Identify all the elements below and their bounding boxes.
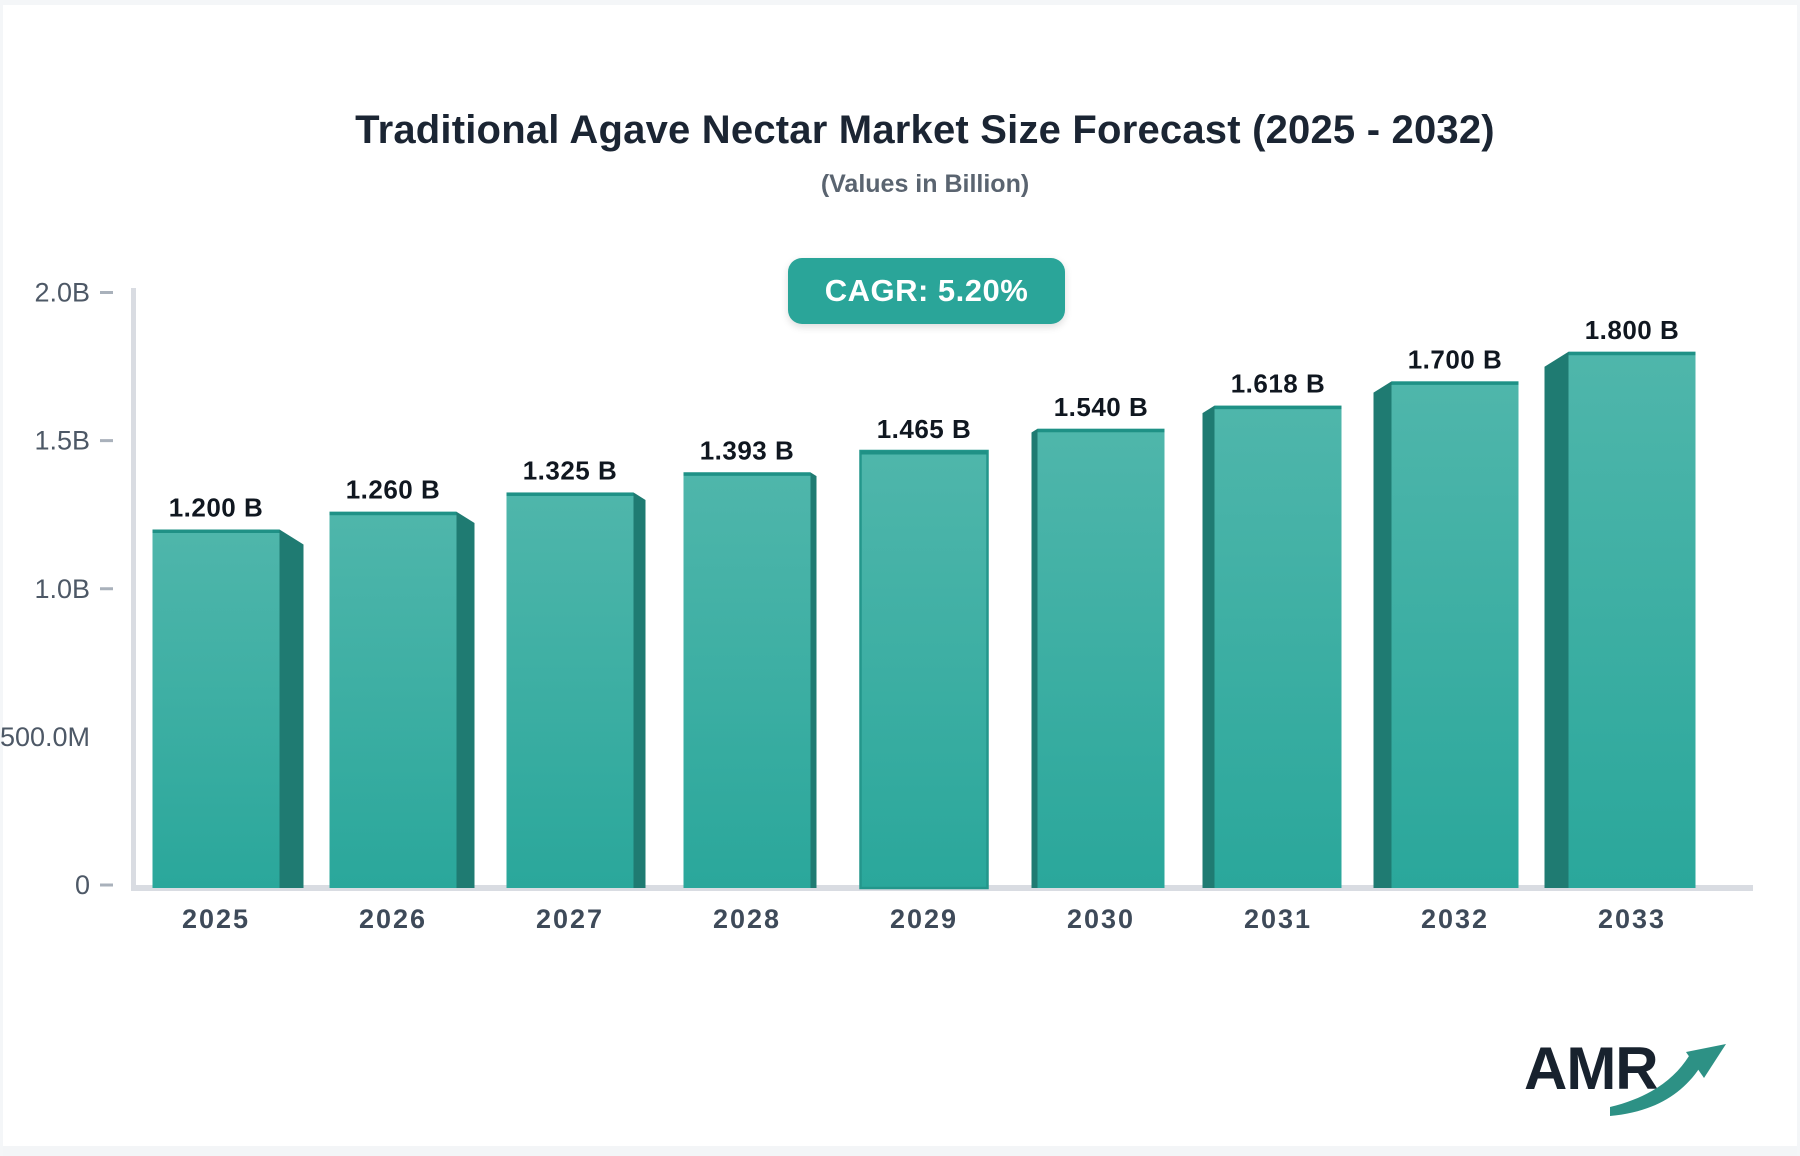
- bar-side-face: [1202, 405, 1215, 888]
- x-axis-category-label: 2033: [1598, 904, 1666, 934]
- page-border-right: [1797, 0, 1800, 1156]
- y-axis-tick: [100, 291, 113, 294]
- bar-top-edge: [860, 450, 988, 455]
- bar-side-face: [1544, 351, 1569, 888]
- bar-2027: 1.325 B: [506, 455, 646, 888]
- x-axis-category-label: 2032: [1421, 904, 1489, 934]
- y-axis-tick-label: 1.5B: [34, 426, 90, 456]
- x-axis-category-label: 2030: [1067, 904, 1135, 934]
- page-border-bottom: [0, 1146, 1800, 1156]
- page-border-left: [0, 0, 3, 1156]
- bar-top-edge: [683, 472, 811, 476]
- bar-top-edge: [1037, 428, 1165, 433]
- y-axis-tick-label: 2.0B: [34, 278, 90, 308]
- bar-side-face: [1373, 381, 1392, 888]
- bar-side-face: [633, 492, 646, 888]
- growth-arrow-swoosh: [1610, 1056, 1702, 1116]
- y-axis: 2.0B 1.5B 1.0B 500.0M 0: [0, 278, 136, 900]
- bar-front-face: [329, 511, 457, 888]
- cagr-badge: CAGR: 5.20%: [788, 258, 1065, 324]
- bar-top-edge: [1214, 405, 1342, 410]
- bar-side-face: [279, 529, 304, 888]
- x-axis-category-label: 2025: [182, 904, 250, 934]
- y-axis-tick: [100, 439, 113, 443]
- bar-front-face: [859, 449, 989, 890]
- x-axis-category-label: 2027: [536, 904, 604, 934]
- bar-2025: 1.200 B: [152, 493, 304, 888]
- bar-front-face: [506, 492, 634, 888]
- bar-value-label: 1.700 B: [1408, 344, 1503, 374]
- growth-arrow-icon: [1610, 1044, 1726, 1116]
- bar-top-edge: [152, 529, 280, 533]
- bar-2032: 1.700 B: [1373, 344, 1519, 888]
- bar-value-label: 1.200 B: [169, 493, 264, 523]
- x-axis-category-label: 2028: [713, 904, 781, 934]
- bar-front-face: [1568, 351, 1696, 888]
- x-axis: 2025 2026 2027 2028 2029 2030 2031 2032 2033: [131, 885, 1753, 934]
- bar-top-edge: [1568, 351, 1696, 356]
- x-axis-category-label: 2029: [890, 904, 958, 934]
- bar-value-label: 1.618 B: [1231, 369, 1326, 399]
- bar-value-label: 1.540 B: [1054, 392, 1149, 422]
- bar-side-face: [1031, 428, 1038, 888]
- amr-logo-text: AMR: [1524, 1035, 1659, 1102]
- bar-2026: 1.260 B: [329, 475, 475, 888]
- x-axis-category-label: 2031: [1244, 904, 1312, 934]
- bar-top-edge: [506, 492, 634, 496]
- y-axis-tick: [100, 587, 113, 591]
- bar-side-face: [810, 472, 817, 888]
- bars: 1.200 B 1.260 B 1.325 B 1.393 B 1.465 B 1.540…: [152, 315, 1696, 890]
- bar-2031: 1.618 B: [1202, 369, 1342, 888]
- amr-logo: AMR: [1524, 1034, 1734, 1134]
- growth-arrow-head: [1686, 1044, 1726, 1078]
- bar-front-face: [683, 472, 811, 888]
- chart-subtitle: (Values in Billion): [820, 170, 1030, 198]
- x-axis-category-label: 2026: [359, 904, 427, 934]
- y-axis-tick: [100, 883, 113, 887]
- bar-2033: 1.800 B: [1544, 315, 1696, 888]
- bar-2028: 1.393 B: [683, 435, 817, 888]
- bar-front-face: [1037, 428, 1165, 888]
- bar-front-face: [152, 529, 280, 888]
- bar-value-label: 1.465 B: [877, 414, 972, 444]
- bar-top-edge: [329, 511, 457, 516]
- bar-2029: 1.465 B: [859, 414, 989, 890]
- y-axis-line: [131, 288, 136, 891]
- bar-side-face: [456, 511, 475, 888]
- chart-title: Traditional Agave Nectar Market Size For…: [355, 108, 1495, 152]
- bar-value-label: 1.393 B: [700, 435, 795, 465]
- bar-top-edge: [1391, 381, 1519, 385]
- page-border-top: [0, 0, 1800, 5]
- bar-2030: 1.540 B: [1031, 392, 1165, 888]
- bar-value-label: 1.325 B: [523, 455, 618, 485]
- y-axis-tick-label: 1.0B: [34, 574, 90, 604]
- y-axis-tick-label: 0: [75, 870, 90, 900]
- y-axis-tick-label: 500.0M: [0, 722, 90, 752]
- bar-front-face: [1391, 381, 1519, 888]
- bar-value-label: 1.260 B: [346, 475, 441, 505]
- bar-front-face: [1214, 405, 1342, 888]
- bar-value-label: 1.800 B: [1585, 315, 1680, 345]
